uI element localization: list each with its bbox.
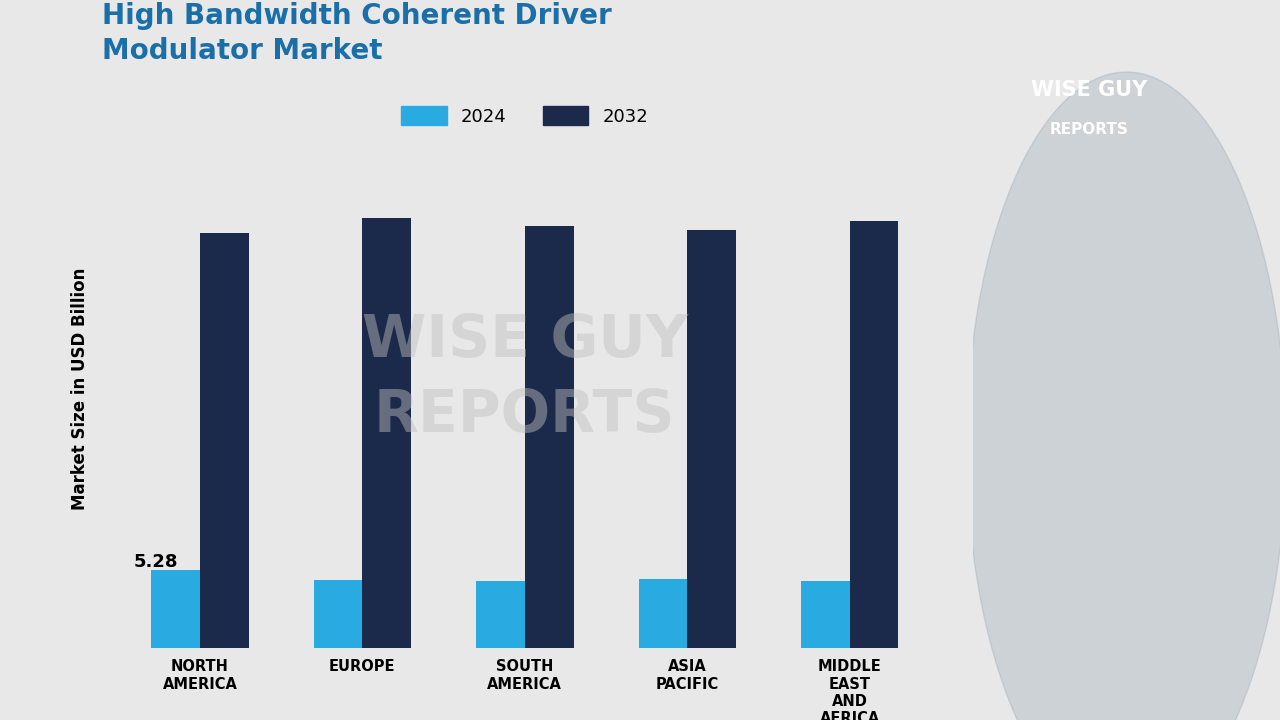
Bar: [151, 570, 200, 648]
Y-axis label: Market Size in USD Billion: Market Size in USD Billion: [70, 268, 88, 510]
Bar: [525, 226, 573, 648]
Circle shape: [966, 72, 1280, 720]
Text: 5.28: 5.28: [134, 553, 178, 571]
Text: WISE GUY
REPORTS: WISE GUY REPORTS: [362, 312, 687, 444]
Bar: [801, 580, 850, 648]
Bar: [362, 218, 411, 648]
Text: WISE GUY: WISE GUY: [1032, 80, 1148, 100]
Bar: [476, 581, 525, 648]
Text: High Bandwidth Coherent Driver
Modulator Market: High Bandwidth Coherent Driver Modulator…: [102, 2, 612, 65]
Bar: [314, 580, 362, 648]
Bar: [200, 233, 248, 648]
Legend: 2024, 2032: 2024, 2032: [393, 97, 657, 135]
Bar: [687, 230, 736, 648]
Bar: [850, 222, 899, 648]
Bar: [639, 579, 687, 648]
Text: REPORTS: REPORTS: [1050, 122, 1129, 137]
